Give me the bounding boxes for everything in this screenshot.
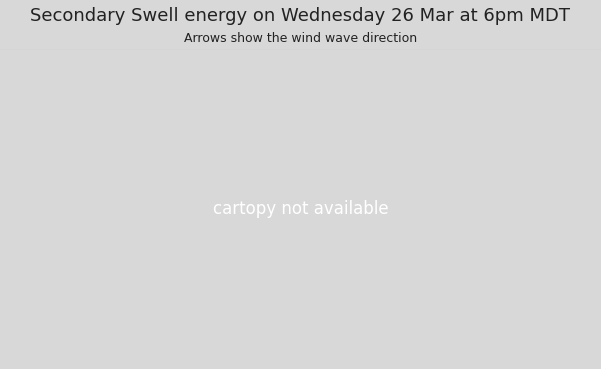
Text: Secondary Swell energy on Wednesday 26 Mar at 6pm MDT: Secondary Swell energy on Wednesday 26 M… [31,7,570,25]
Text: Arrows show the wind wave direction: Arrows show the wind wave direction [184,32,417,45]
Text: cartopy not available: cartopy not available [213,200,388,218]
